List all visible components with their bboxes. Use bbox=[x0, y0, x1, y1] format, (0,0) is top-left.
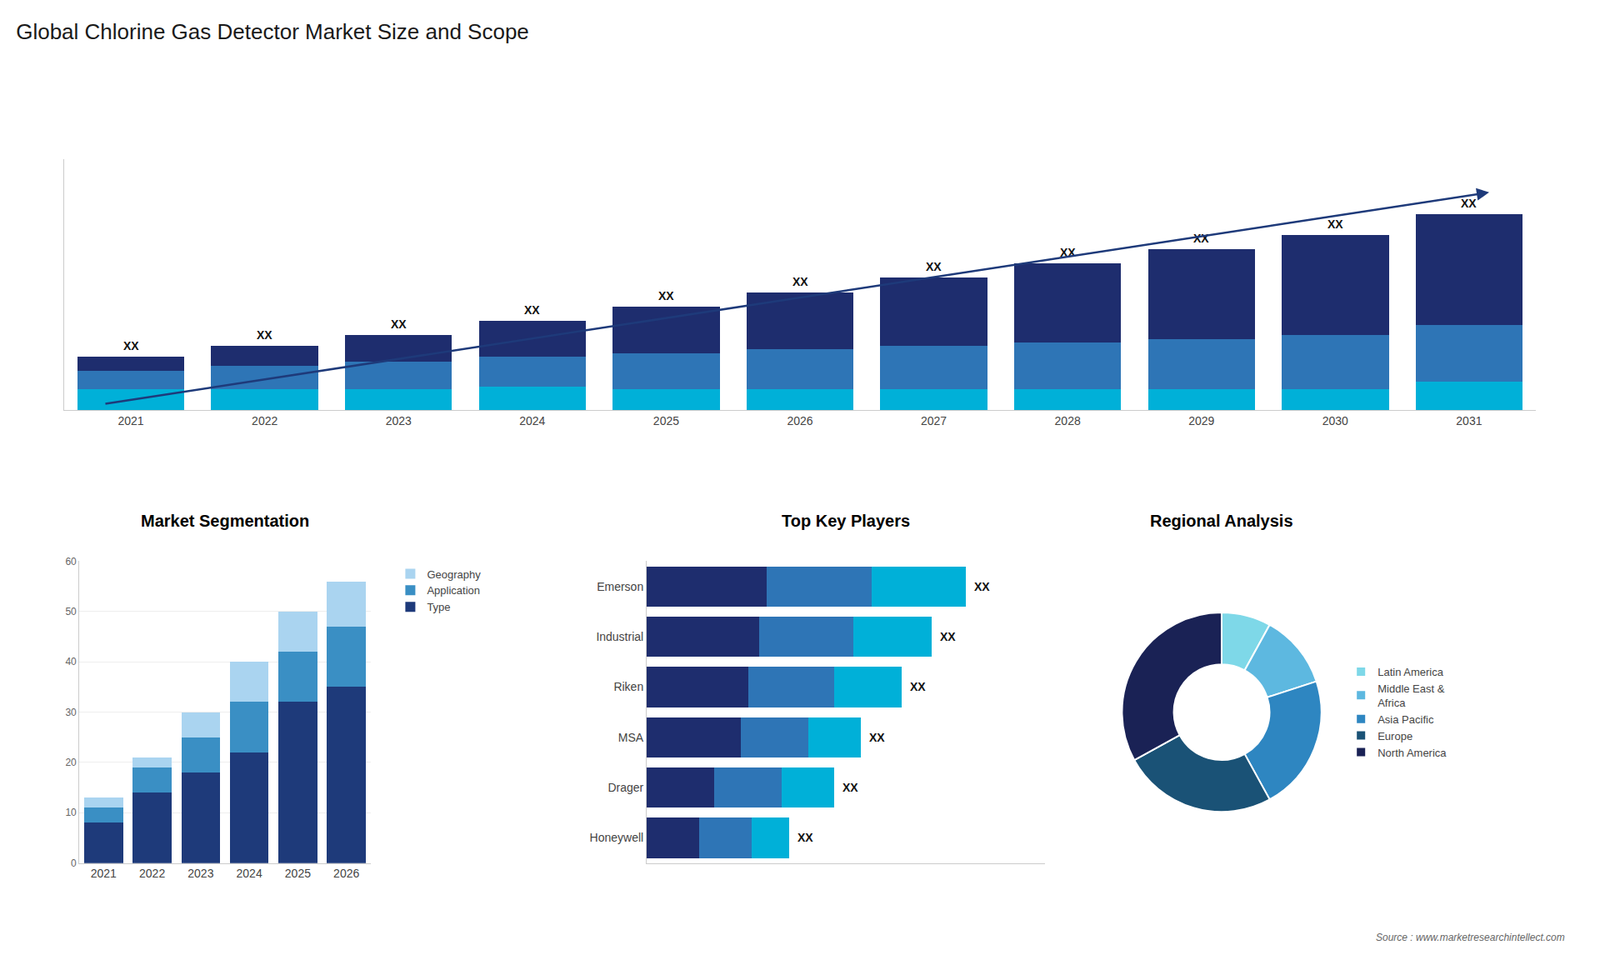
svg-text:60: 60 bbox=[65, 555, 77, 568]
svg-text:Drager: Drager bbox=[607, 780, 644, 795]
svg-text:XX: XX bbox=[940, 630, 956, 644]
svg-text:MSA: MSA bbox=[618, 730, 645, 745]
svg-text:2022: 2022 bbox=[251, 414, 278, 428]
svg-text:40: 40 bbox=[65, 655, 77, 668]
svg-text:2026: 2026 bbox=[333, 866, 360, 880]
svg-text:XX: XX bbox=[658, 289, 675, 303]
svg-text:XX: XX bbox=[1193, 231, 1210, 245]
svg-text:0: 0 bbox=[70, 857, 77, 870]
svg-text:XX: XX bbox=[1060, 245, 1076, 260]
svg-text:2023: 2023 bbox=[187, 866, 214, 880]
svg-text:2024: 2024 bbox=[236, 866, 263, 880]
svg-text:2030: 2030 bbox=[1322, 414, 1349, 428]
svg-text:2022: 2022 bbox=[139, 866, 165, 880]
svg-text:2027: 2027 bbox=[920, 414, 947, 428]
svg-text:XX: XX bbox=[256, 328, 273, 342]
svg-text:2028: 2028 bbox=[1055, 414, 1081, 428]
svg-text:2025: 2025 bbox=[285, 866, 311, 880]
svg-text:Latin America: Latin America bbox=[1377, 665, 1445, 679]
svg-text:2029: 2029 bbox=[1188, 414, 1215, 428]
svg-text:Global Chlorine Gas Detector M: Global Chlorine Gas Detector Market Size… bbox=[15, 19, 530, 45]
svg-text:XX: XX bbox=[1460, 196, 1477, 210]
svg-text:Source : www.marketresearchint: Source : www.marketresearchintellect.com bbox=[1375, 931, 1565, 944]
svg-text:Middle East &Africa: Middle East &Africa bbox=[1377, 682, 1445, 710]
svg-text:XX: XX bbox=[869, 730, 885, 745]
svg-text:2021: 2021 bbox=[118, 414, 145, 428]
svg-text:Type: Type bbox=[426, 600, 450, 614]
svg-text:50: 50 bbox=[65, 605, 77, 618]
svg-text:2024: 2024 bbox=[519, 414, 545, 428]
svg-text:Geography: Geography bbox=[426, 568, 481, 581]
svg-text:2021: 2021 bbox=[90, 866, 117, 880]
svg-text:Application: Application bbox=[426, 584, 480, 597]
svg-text:Riken: Riken bbox=[613, 680, 644, 694]
svg-text:Honeywell: Honeywell bbox=[590, 830, 645, 845]
svg-text:2031: 2031 bbox=[1455, 414, 1482, 428]
svg-text:XX: XX bbox=[123, 339, 140, 353]
svg-text:XX: XX bbox=[925, 260, 942, 274]
svg-text:North America: North America bbox=[1377, 746, 1447, 760]
svg-text:XX: XX bbox=[910, 680, 926, 694]
svg-text:Industrial: Industrial bbox=[595, 630, 644, 644]
svg-text:2026: 2026 bbox=[786, 414, 813, 428]
svg-text:XX: XX bbox=[797, 830, 814, 845]
svg-text:XX: XX bbox=[1327, 217, 1344, 231]
svg-text:Market Segmentation: Market Segmentation bbox=[140, 511, 310, 530]
svg-text:2023: 2023 bbox=[385, 414, 412, 428]
svg-text:Emerson: Emerson bbox=[596, 580, 644, 594]
svg-text:Europe: Europe bbox=[1377, 730, 1413, 743]
svg-text:10: 10 bbox=[65, 806, 77, 819]
svg-text:30: 30 bbox=[65, 706, 77, 719]
svg-text:Regional Analysis: Regional Analysis bbox=[1150, 511, 1294, 530]
svg-text:XX: XX bbox=[974, 580, 990, 594]
svg-text:2025: 2025 bbox=[653, 414, 680, 428]
svg-text:XX: XX bbox=[792, 275, 809, 289]
svg-text:20: 20 bbox=[65, 756, 77, 769]
svg-text:XX: XX bbox=[524, 303, 540, 317]
svg-text:Asia Pacific: Asia Pacific bbox=[1377, 713, 1435, 726]
svg-text:Top Key Players: Top Key Players bbox=[781, 511, 910, 530]
svg-text:XX: XX bbox=[390, 317, 407, 331]
svg-text:XX: XX bbox=[842, 780, 859, 795]
